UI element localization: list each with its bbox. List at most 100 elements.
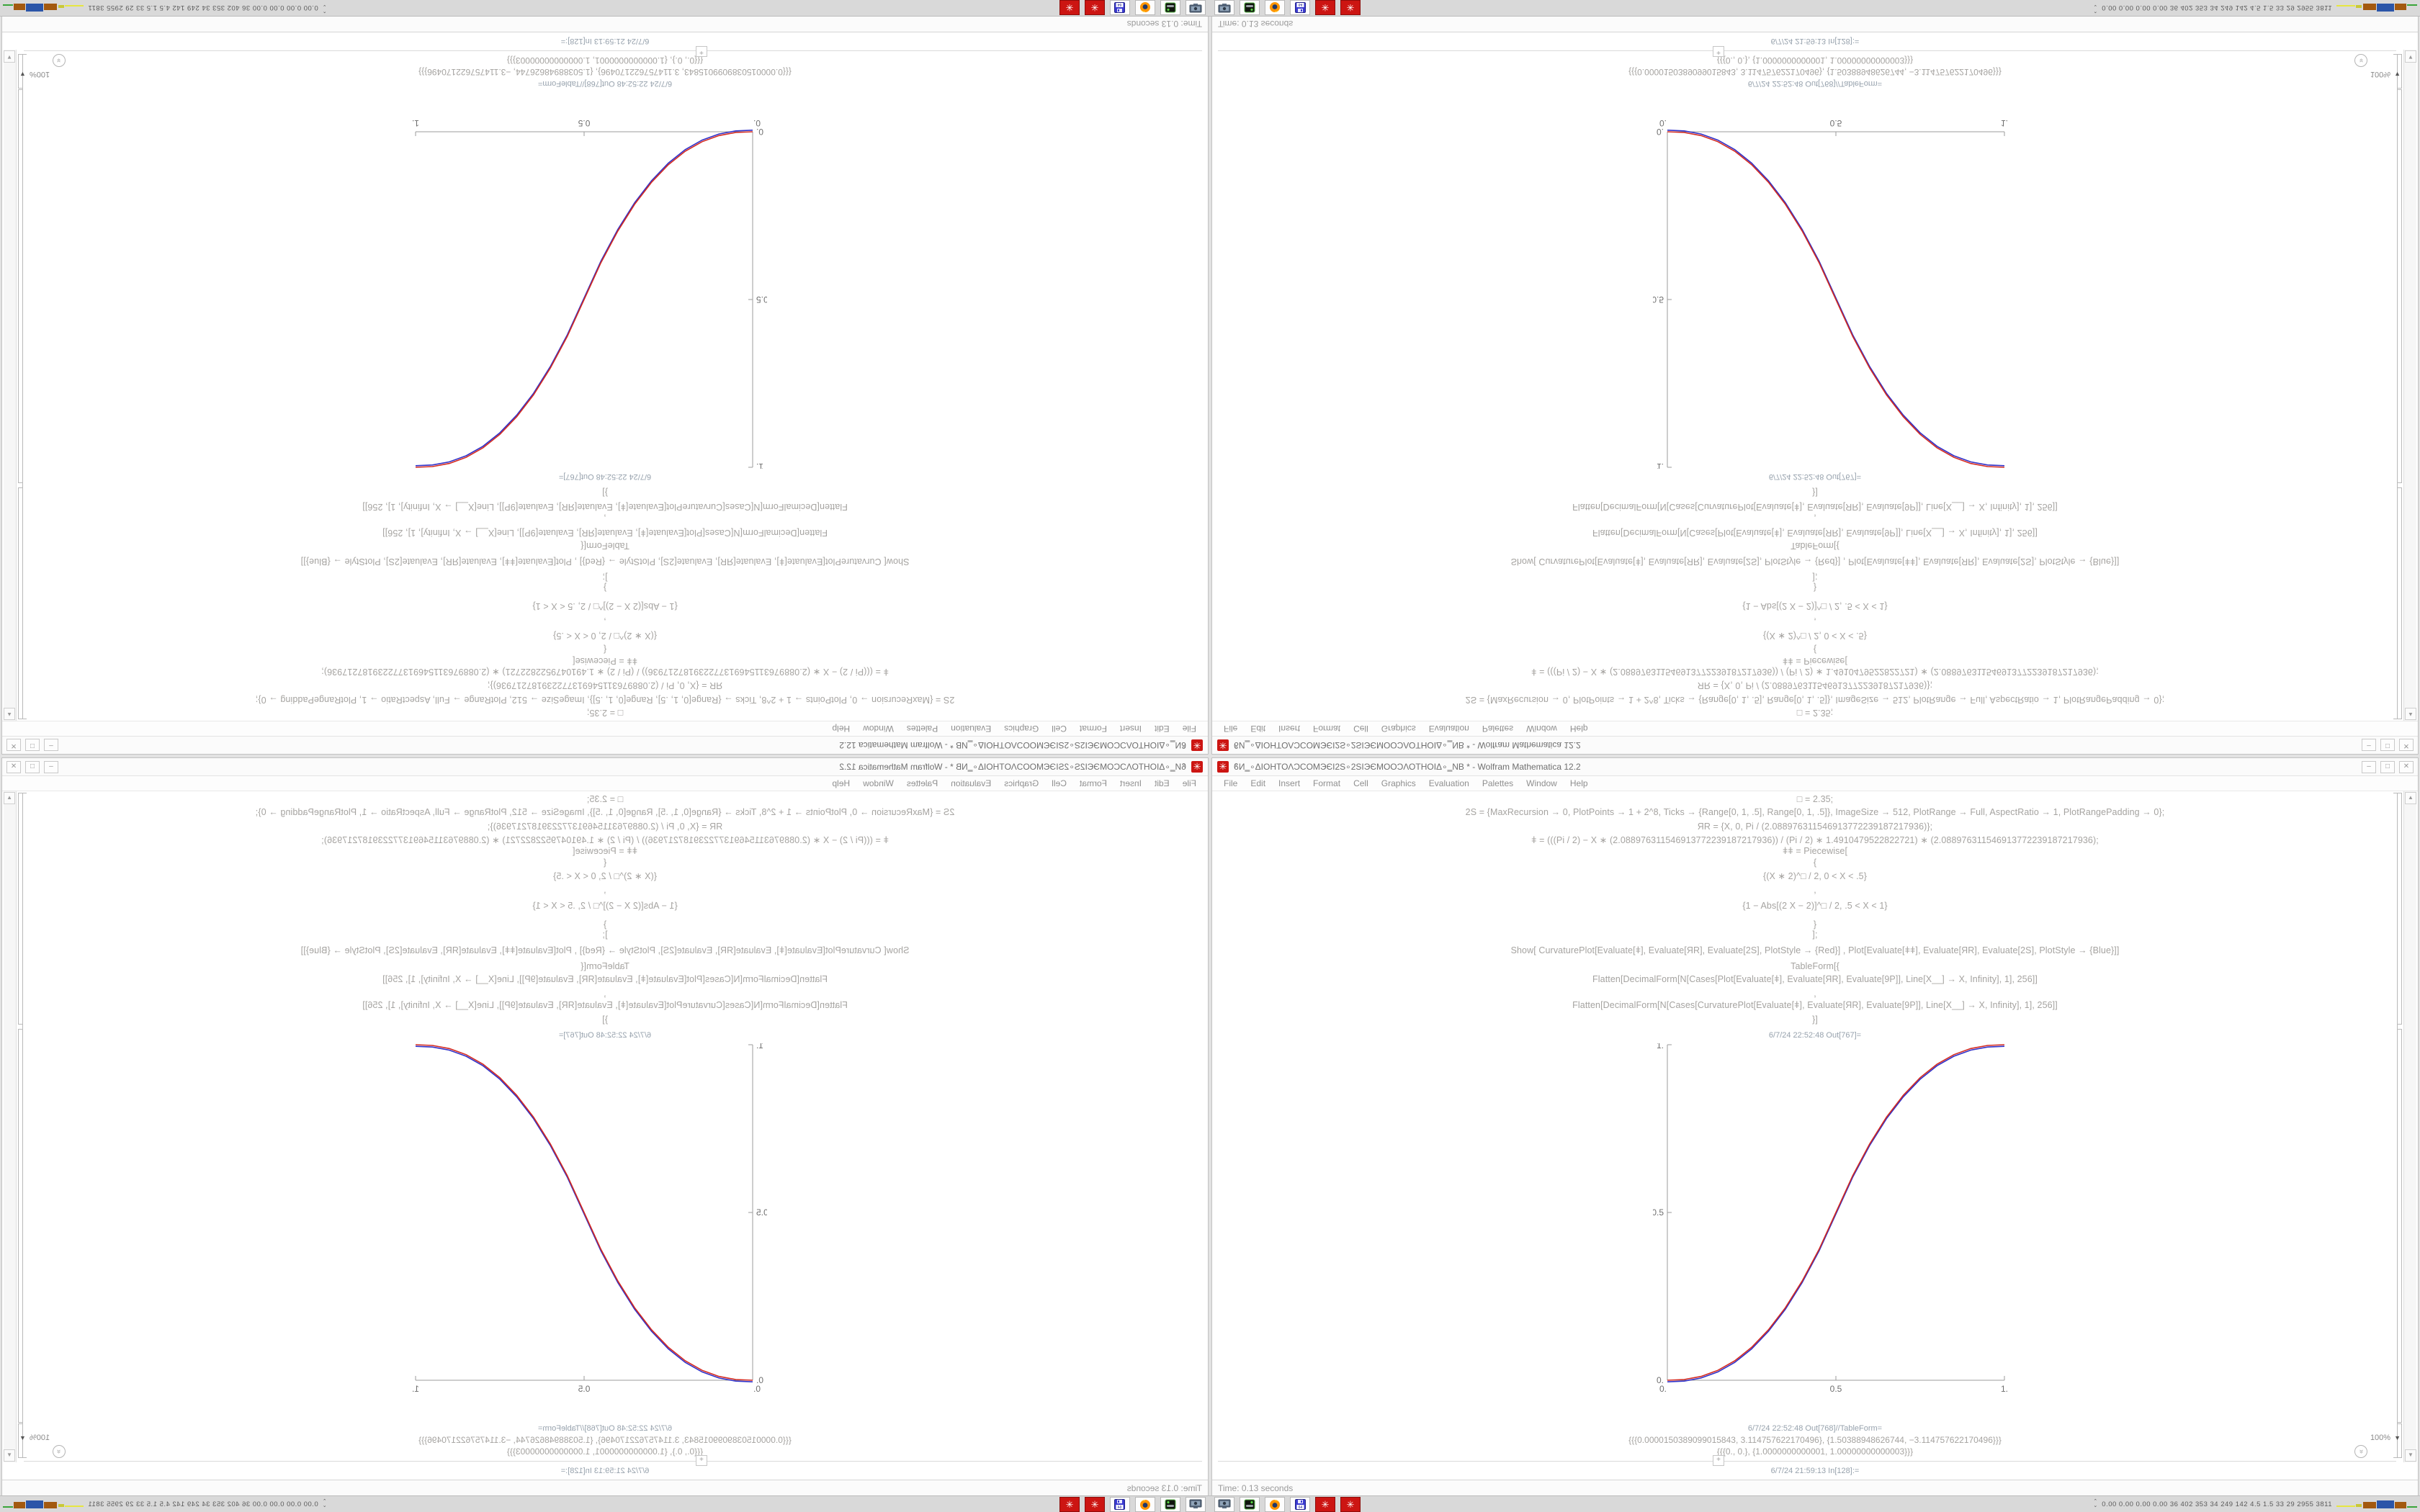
code-line[interactable]: Flatten[DecimalForm[N[Cases[Plot[Evaluat… [1592, 974, 2038, 984]
menu-evaluation[interactable]: Evaluation [1428, 724, 1469, 734]
menu-window[interactable]: Window [1526, 778, 1557, 788]
code-line[interactable]: ]; [602, 572, 608, 582]
minimize-icon[interactable]: – [44, 739, 58, 751]
code-line[interactable]: ЯR = {X, 0, Pi / (2.08897631154691377223… [1697, 680, 1933, 690]
menu-file[interactable]: File [1224, 778, 1238, 788]
code-line[interactable]: , [604, 885, 606, 895]
code-line[interactable]: {(X ∗ 2)^□ / 2, 0 < X < .5} [552, 631, 658, 641]
close-icon[interactable]: ✕ [6, 739, 21, 751]
collapse-group-icon[interactable]: » [53, 1445, 66, 1458]
scroll-down-icon[interactable]: ▼ [4, 50, 15, 63]
vertical-scrollbar[interactable]: ▲ ▼ [4, 50, 17, 721]
code-line[interactable]: 2S = {MaxRecursion → 0, PlotPoints → 1 +… [255, 807, 955, 817]
code-line[interactable]: □ = 2.35; [586, 794, 624, 804]
window-titlebar[interactable]: ✳ ϐИ‗∘ΔΙΟΗΤΟΛϽCOMЭЄΙ2S∘2SΙЭЄMOOϽΛΟΤΗΟΙΔ∘… [1212, 736, 2418, 754]
menu-evaluation[interactable]: Evaluation [951, 778, 992, 788]
menu-edit[interactable]: Edit [1250, 724, 1266, 734]
menu-palettes[interactable]: Palettes [906, 724, 938, 734]
cell-group-bracket[interactable] [22, 793, 27, 1458]
cell-group-bracket[interactable] [2393, 54, 2398, 719]
code-line[interactable]: Flatten[DecimalForm[N[Cases[CurvaturePlo… [1572, 1000, 2058, 1010]
insert-cell-plus-icon[interactable]: + [696, 1455, 707, 1466]
cell-bracket[interactable] [2398, 1423, 2402, 1458]
menu-palettes[interactable]: Palettes [1482, 724, 1514, 734]
menu-insert[interactable]: Insert [1278, 724, 1301, 734]
code-line[interactable]: Flatten[DecimalForm[N[Cases[CurvaturePlo… [362, 1000, 848, 1010]
floppy-64-icon[interactable]: 64 [1290, 0, 1310, 15]
maximize-icon[interactable]: □ [25, 761, 40, 773]
menu-edit[interactable]: Edit [1154, 724, 1170, 734]
menu-edit[interactable]: Edit [1154, 778, 1170, 788]
vertical-scrollbar[interactable]: ▲ ▼ [2403, 791, 2416, 1462]
code-line[interactable]: { [603, 644, 607, 654]
menu-window[interactable]: Window [863, 778, 894, 788]
menu-insert[interactable]: Insert [1119, 778, 1142, 788]
mathematica-kernel-icon[interactable]: ✳ [1315, 0, 1335, 15]
code-line[interactable]: , [1814, 885, 1816, 895]
menu-format[interactable]: Format [1079, 778, 1107, 788]
menu-evaluation[interactable]: Evaluation [1428, 778, 1469, 788]
collapse-group-icon[interactable]: » [2354, 1445, 2367, 1458]
code-line[interactable]: Flatten[DecimalForm[N[Cases[Plot[Evaluat… [382, 974, 828, 984]
code-line[interactable]: , [1814, 617, 1816, 627]
vertical-scrollbar[interactable]: ▲ ▼ [2403, 50, 2416, 721]
code-line[interactable]: ǂ = (((Pi / 2) − X ∗ (2.0889763115469137… [1531, 667, 2099, 677]
minimize-icon[interactable]: – [2362, 761, 2376, 773]
minimize-icon[interactable]: – [44, 761, 58, 773]
screenshot-tool-icon[interactable] [1214, 1497, 1234, 1512]
code-line[interactable]: { [603, 858, 607, 868]
cell-bracket[interactable] [2398, 793, 2402, 1025]
screenshot-tool-icon[interactable] [1214, 0, 1234, 15]
floppy-64-icon[interactable]: 64 [1110, 1497, 1130, 1512]
minimize-icon[interactable]: – [2362, 739, 2376, 751]
firefox-icon[interactable] [1265, 0, 1285, 15]
floppy-64-icon[interactable]: 64 [1110, 0, 1130, 15]
menu-cell[interactable]: Cell [1353, 724, 1368, 734]
code-line[interactable]: {1 − Abs[(2 X − 2)]^□ / 2, .5 < X < 1} [532, 601, 678, 611]
menu-insert[interactable]: Insert [1119, 724, 1142, 734]
code-line[interactable]: ЯR = {X, 0, Pi / (2.08897631154691377223… [1697, 822, 1933, 832]
code-line[interactable]: ǂ = (((Pi / 2) − X ∗ (2.0889763115469137… [321, 667, 889, 677]
chip-drive-icon[interactable] [1160, 0, 1180, 15]
mathematica-kernel-icon[interactable]: ✳ [1085, 1497, 1105, 1512]
firefox-icon[interactable] [1135, 1497, 1155, 1512]
cell-group-bracket[interactable] [22, 54, 27, 719]
magnification-control[interactable]: 100% ▼ [2370, 1434, 2401, 1442]
close-icon[interactable]: ✕ [2399, 761, 2414, 773]
maximize-icon[interactable]: □ [2380, 739, 2395, 751]
scroll-down-icon[interactable]: ▼ [4, 1449, 15, 1462]
code-line[interactable]: ǂ = (((Pi / 2) − X ∗ (2.0889763115469137… [321, 835, 889, 845]
code-line[interactable]: {1 − Abs[(2 X − 2)]^□ / 2, .5 < X < 1} [1742, 901, 1888, 911]
menu-graphics[interactable]: Graphics [1004, 778, 1039, 788]
cell-bracket[interactable] [2398, 89, 2402, 483]
code-line[interactable]: }] [1812, 1014, 1818, 1025]
close-icon[interactable]: ✕ [2399, 739, 2414, 751]
code-line[interactable]: }] [602, 487, 608, 498]
chip-drive-icon[interactable] [1240, 1497, 1260, 1512]
vertical-scrollbar[interactable]: ▲ ▼ [4, 791, 17, 1462]
code-line[interactable]: ǂǂ = Piecewise[ [1782, 656, 1848, 666]
menu-graphics[interactable]: Graphics [1381, 724, 1416, 734]
cell-insert-divider[interactable] [24, 50, 1202, 51]
code-line[interactable]: Show[ CurvaturePlot[Evaluate[ǂ], Evaluat… [1510, 945, 2120, 955]
code-line[interactable]: { [1813, 644, 1817, 654]
code-line[interactable]: , [604, 617, 606, 627]
menu-help[interactable]: Help [1569, 724, 1588, 734]
code-line[interactable]: Show[ CurvaturePlot[Evaluate[ǂ], Evaluat… [300, 945, 910, 955]
mathematica-kernel-icon[interactable]: ✳ [1059, 1497, 1080, 1512]
code-line[interactable]: □ = 2.35; [1796, 794, 1834, 804]
collapse-group-icon[interactable]: » [2354, 54, 2367, 67]
menu-graphics[interactable]: Graphics [1381, 778, 1416, 788]
menu-file[interactable]: File [1182, 724, 1196, 734]
scroll-down-icon[interactable]: ▼ [2405, 50, 2416, 63]
code-line[interactable]: TableForm[{ [581, 961, 629, 971]
scroll-up-icon[interactable]: ▲ [2405, 708, 2416, 720]
tray-expand-icon[interactable]: ⌃ ⌄ [322, 4, 327, 13]
menu-evaluation[interactable]: Evaluation [951, 724, 992, 734]
menu-format[interactable]: Format [1313, 724, 1341, 734]
mathematica-kernel-icon[interactable]: ✳ [1059, 0, 1080, 15]
code-line[interactable]: TableForm[{ [1791, 541, 1839, 551]
menu-palettes[interactable]: Palettes [906, 778, 938, 788]
code-line[interactable]: Flatten[DecimalForm[N[Cases[Plot[Evaluat… [1592, 528, 2038, 538]
code-line[interactable]: , [604, 989, 606, 999]
